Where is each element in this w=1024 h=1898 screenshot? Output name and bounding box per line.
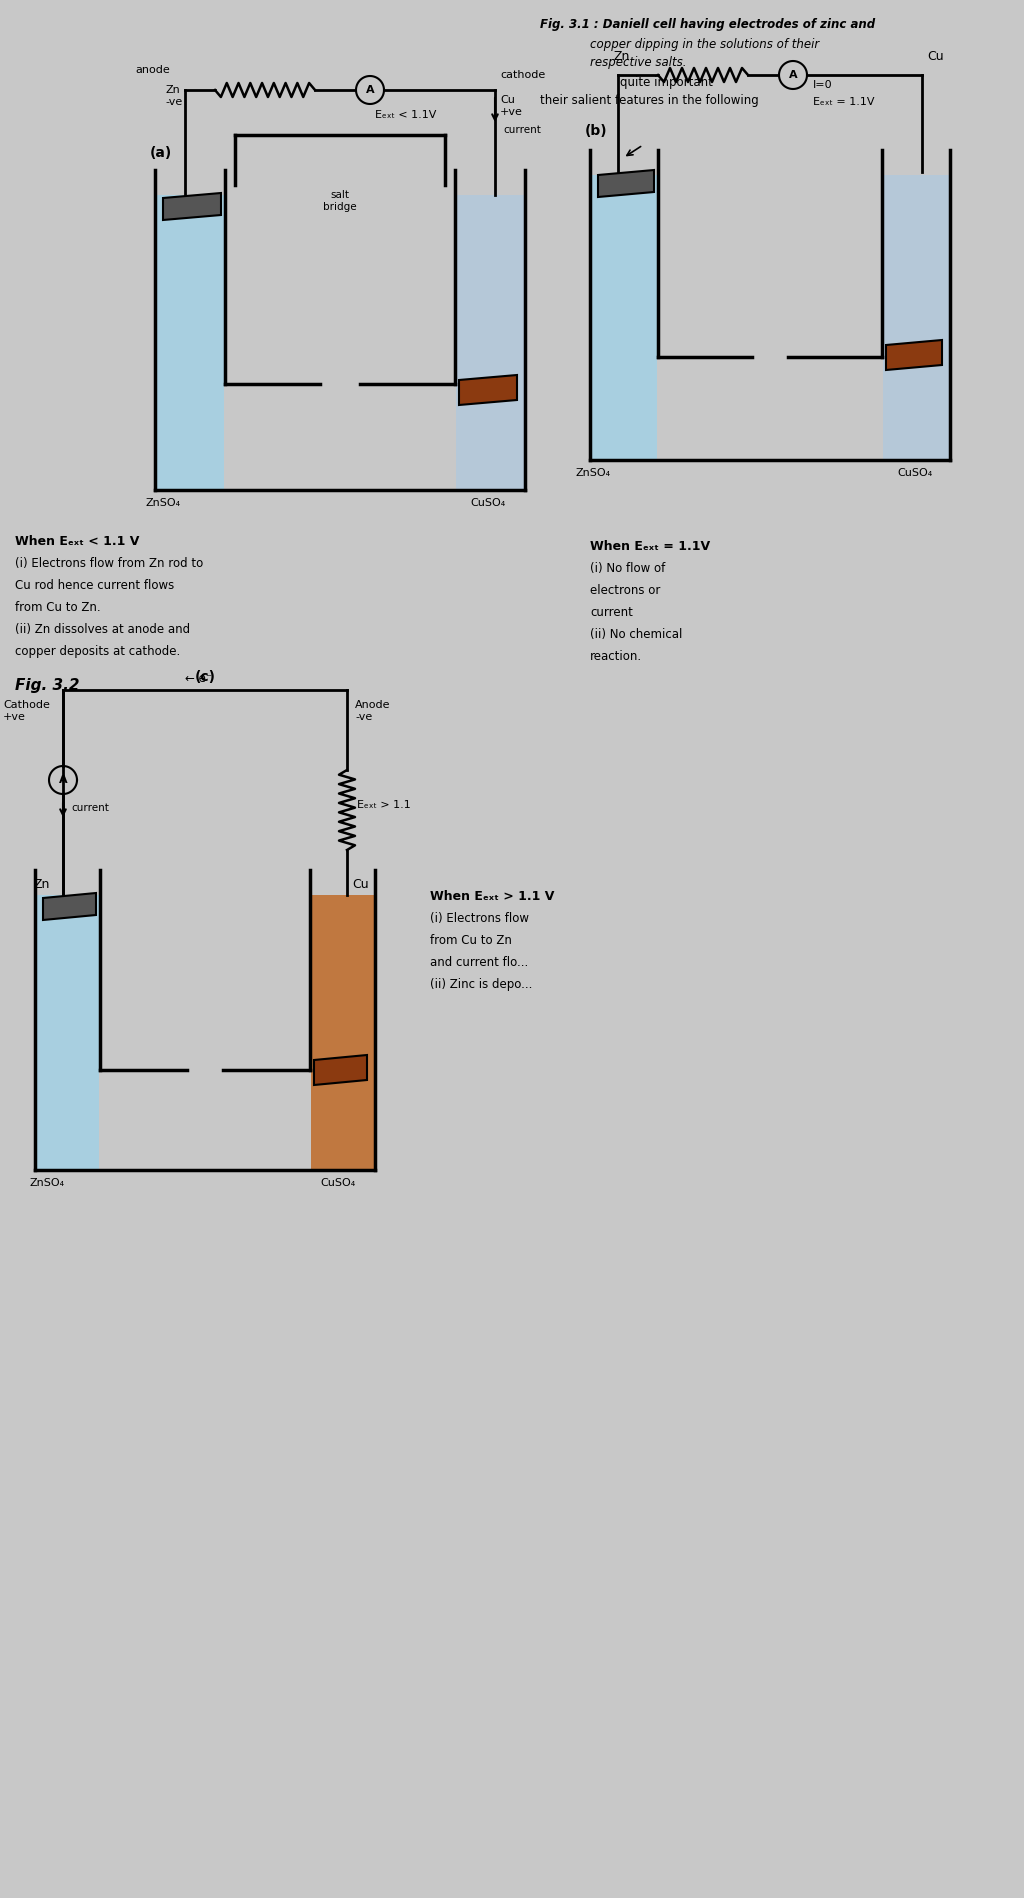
Polygon shape: [459, 376, 517, 404]
Text: reaction.: reaction.: [590, 649, 642, 662]
Text: Cu
+ve: Cu +ve: [500, 95, 523, 116]
Text: Zn
-ve: Zn -ve: [165, 85, 182, 106]
Polygon shape: [886, 340, 942, 370]
Text: Cu: Cu: [927, 49, 944, 63]
Text: respective salts.: respective salts.: [590, 57, 686, 68]
Text: from Cu to Zn: from Cu to Zn: [430, 934, 512, 947]
Text: (c): (c): [195, 670, 215, 683]
Text: (ii) No chemical: (ii) No chemical: [590, 628, 682, 642]
Text: (ii) Zn dissolves at anode and: (ii) Zn dissolves at anode and: [15, 623, 190, 636]
Text: Cu: Cu: [352, 879, 369, 890]
Text: from Cu to Zn.: from Cu to Zn.: [15, 602, 100, 613]
Text: A: A: [58, 774, 68, 786]
Text: (b): (b): [585, 123, 607, 139]
Text: When Eₑₓₜ > 1.1 V: When Eₑₓₜ > 1.1 V: [430, 890, 554, 903]
Bar: [456, 195, 524, 490]
Bar: [883, 175, 949, 459]
Polygon shape: [43, 892, 96, 921]
Text: electrons or: electrons or: [590, 585, 660, 598]
Text: A: A: [366, 85, 375, 95]
Text: anode: anode: [135, 65, 170, 76]
Text: A: A: [788, 70, 798, 80]
Text: When Eₑₓₜ = 1.1V: When Eₑₓₜ = 1.1V: [590, 541, 710, 552]
Polygon shape: [163, 194, 221, 220]
Bar: [156, 195, 224, 490]
Text: Fig. 3.2: Fig. 3.2: [15, 678, 80, 693]
Text: Eₑₓₜ < 1.1V: Eₑₓₜ < 1.1V: [375, 110, 436, 120]
Text: Anode
-ve: Anode -ve: [355, 700, 390, 721]
Text: (i) No flow of: (i) No flow of: [590, 562, 666, 575]
Text: cathode: cathode: [500, 70, 545, 80]
Text: CuSO₄: CuSO₄: [897, 469, 932, 478]
Polygon shape: [314, 1055, 367, 1086]
Bar: [36, 896, 99, 1169]
Text: When Eₑₓₜ < 1.1 V: When Eₑₓₜ < 1.1 V: [15, 535, 139, 549]
Text: (ii) Zinc is depo...: (ii) Zinc is depo...: [430, 977, 532, 991]
Polygon shape: [598, 171, 654, 197]
Bar: [311, 896, 374, 1169]
Text: CuSO₄: CuSO₄: [319, 1179, 355, 1188]
Text: (i) Electrons flow: (i) Electrons flow: [430, 913, 529, 924]
Text: ZnSO₄: ZnSO₄: [30, 1179, 66, 1188]
Text: (i) Electrons flow from Zn rod to: (i) Electrons flow from Zn rod to: [15, 556, 203, 569]
Text: Eₑₓₜ > 1.1: Eₑₓₜ > 1.1: [357, 799, 411, 810]
Text: Zn: Zn: [613, 49, 630, 63]
Text: (a): (a): [150, 146, 172, 159]
Text: copper dipping in the solutions of their: copper dipping in the solutions of their: [590, 38, 819, 51]
Text: ZnSO₄: ZnSO₄: [575, 469, 610, 478]
Text: Cu rod hence current flows: Cu rod hence current flows: [15, 579, 174, 592]
Text: Zn: Zn: [33, 879, 49, 890]
Text: quite important: quite important: [620, 76, 713, 89]
Text: I=0: I=0: [813, 80, 833, 89]
Text: Eₑₓₜ = 1.1V: Eₑₓₜ = 1.1V: [813, 97, 874, 106]
Text: copper deposits at cathode.: copper deposits at cathode.: [15, 645, 180, 659]
Text: ← e⁻: ← e⁻: [185, 672, 212, 685]
Text: current: current: [590, 605, 633, 619]
Text: salt
bridge: salt bridge: [324, 190, 356, 211]
Text: CuSO₄: CuSO₄: [470, 497, 505, 509]
Text: ZnSO₄: ZnSO₄: [145, 497, 180, 509]
Text: current: current: [503, 125, 541, 135]
Text: and current flo...: and current flo...: [430, 957, 528, 970]
Text: Fig. 3.1 : Daniell cell having electrodes of zinc and: Fig. 3.1 : Daniell cell having electrode…: [540, 17, 876, 30]
Text: current: current: [71, 803, 109, 812]
Text: Cathode
+ve: Cathode +ve: [3, 700, 50, 721]
Bar: [591, 175, 657, 459]
Text: their salient features in the following: their salient features in the following: [540, 95, 759, 106]
